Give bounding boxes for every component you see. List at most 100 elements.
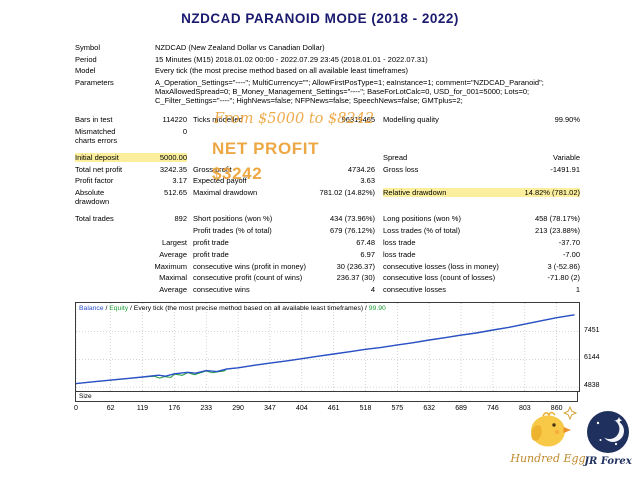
stat-cell: Spread bbox=[383, 152, 408, 162]
jr-forex-logo-icon bbox=[587, 411, 629, 453]
watermark-net-profit-label: NET PROFIT bbox=[212, 139, 320, 158]
stat-cell: 458 (78.17%) bbox=[534, 214, 580, 224]
report-stats-table: Bars in test 114220 Ticks modelled 96319465… bbox=[75, 115, 580, 297]
legend-equity: Equity bbox=[109, 305, 129, 312]
stat-cell: 96319465 bbox=[341, 115, 375, 124]
x-tick-label: 233 bbox=[200, 405, 213, 412]
stat-row: Total net profit 3242.35 Gross profit 4734.… bbox=[75, 165, 580, 174]
stat-cell: consecutive loss (count of losses) bbox=[383, 273, 496, 283]
stat-cell: Maximal drawdown bbox=[193, 188, 258, 198]
chart-y-axis-labels: 7451 6144 4838 bbox=[584, 302, 626, 392]
chart-plot-area bbox=[76, 303, 579, 391]
y-tick-label: 7451 bbox=[584, 326, 600, 334]
stat-cell: 4 bbox=[370, 285, 375, 295]
stat-cell: profit trade bbox=[193, 237, 229, 247]
stat-cell: Modelling quality bbox=[383, 115, 439, 124]
stat-cell: Long positions (won %) bbox=[383, 214, 461, 224]
info-row: Parameters A_Operation_Settings="----"; M… bbox=[75, 78, 580, 105]
stat-cell: 3242.35 bbox=[159, 164, 187, 174]
stat-cell: Profit factor bbox=[75, 176, 114, 186]
stat-cell: Loss trades (% of total) bbox=[383, 225, 461, 235]
stat-cell: 114220 bbox=[162, 115, 187, 124]
report-info-table: Symbol NZDCAD (New Zealand Dollar vs Cana… bbox=[75, 43, 580, 107]
x-tick-label: 575 bbox=[391, 405, 404, 412]
stat-row: Maximal consecutive profit (count of wins… bbox=[75, 273, 580, 282]
stat-cell: Absolute drawdown bbox=[75, 188, 110, 207]
watermark-net-profit-amount: $3242 bbox=[212, 164, 263, 183]
x-tick-label: 404 bbox=[295, 405, 308, 412]
stat-row: Profit trades (% of total) 679 (76.12%) Lo… bbox=[75, 226, 580, 235]
stat-cell: 679 (76.12%) bbox=[329, 225, 375, 235]
stat-cell: 213 (23.88%) bbox=[534, 225, 580, 235]
chart-x-axis-labels: 0 62 119 176 233 290 347 404 461 518 575 632 689 746 8… bbox=[74, 405, 579, 415]
stat-cell: Ticks modelled bbox=[193, 115, 243, 124]
x-tick-label: 803 bbox=[518, 405, 531, 412]
stat-cell: 892 bbox=[174, 214, 187, 224]
info-value: A_Operation_Settings="----"; MultiCurren… bbox=[155, 77, 544, 105]
stat-cell: loss trade bbox=[383, 249, 416, 259]
legend-separator: / bbox=[103, 305, 110, 312]
stat-cell: Total trades bbox=[75, 214, 114, 224]
stat-row: Mismatched charts errors 0 bbox=[75, 127, 580, 145]
hundred-egg-logo-text: Hundred Egg bbox=[510, 452, 586, 465]
info-value: Every tick (the most precise method base… bbox=[155, 66, 409, 75]
stat-cell: Total net profit bbox=[75, 164, 123, 174]
stat-cell: 236.37 (30) bbox=[336, 273, 375, 283]
x-tick-label: 290 bbox=[232, 405, 244, 412]
stat-cell: Mismatched charts errors bbox=[75, 126, 118, 145]
stat-cell: consecutive losses (loss in money) bbox=[383, 261, 499, 271]
stat-cell: loss trade bbox=[383, 237, 416, 247]
info-value: NZDCAD (New Zealand Dollar vs Canadian D… bbox=[155, 43, 325, 52]
x-tick-label: 461 bbox=[327, 405, 340, 412]
stat-cell: Short positions (won %) bbox=[193, 214, 273, 224]
legend-model: Every tick (the most precise method base… bbox=[133, 305, 364, 312]
stat-cell: Variable bbox=[553, 152, 580, 162]
stat-cell: 99.90% bbox=[554, 115, 580, 124]
stat-cell: 4734.26 bbox=[347, 164, 375, 174]
stat-cell: consecutive profit (count of wins) bbox=[193, 273, 303, 283]
stat-cell: 6.97 bbox=[360, 249, 375, 259]
stat-row: Initial deposit 5000.00 Spread Variable bbox=[75, 152, 580, 162]
stat-cell: 781.02 (14.82%) bbox=[319, 188, 375, 198]
stat-cell: 3.17 bbox=[172, 176, 187, 186]
x-tick-label: 632 bbox=[423, 405, 436, 412]
stat-cell: Maximal bbox=[159, 273, 187, 283]
x-tick-label: 746 bbox=[487, 405, 499, 412]
stat-cell: profit trade bbox=[193, 249, 229, 259]
jr-forex-logo-text: JR Forex bbox=[584, 456, 632, 467]
y-tick-label: 4838 bbox=[584, 382, 600, 389]
stat-row: Average profit trade 6.97 loss trade -7.00 bbox=[75, 250, 580, 259]
info-row: Model Every tick (the most precise method… bbox=[75, 66, 580, 75]
legend-separator: / bbox=[363, 305, 369, 312]
stat-cell: Expected payoff bbox=[193, 176, 247, 186]
stat-cell: -7.00 bbox=[562, 249, 580, 259]
stat-cell: 3 (-52.86) bbox=[547, 261, 580, 271]
stat-cell: 3.63 bbox=[360, 176, 375, 186]
legend-quality: 99.90 bbox=[368, 305, 386, 312]
hundred-egg-logo-icon bbox=[531, 406, 578, 447]
info-label: Model bbox=[75, 66, 96, 75]
stat-cell: Gross profit bbox=[193, 164, 232, 174]
stat-cell: consecutive wins (profit in money) bbox=[193, 261, 306, 271]
x-tick-label: 689 bbox=[455, 405, 467, 412]
equity-line bbox=[76, 314, 575, 385]
stat-cell: Initial deposit bbox=[75, 152, 137, 162]
stat-cell: 434 (73.96%) bbox=[329, 214, 375, 224]
info-row: Period 15 Minutes (M15) 2018.01.02 00:00 … bbox=[75, 55, 580, 64]
stat-cell: consecutive wins bbox=[193, 285, 250, 295]
stat-cell: -37.70 bbox=[558, 237, 580, 247]
balance-line bbox=[76, 314, 575, 385]
stat-cell: Average bbox=[159, 249, 187, 259]
size-label: Size bbox=[79, 393, 92, 400]
info-label: Parameters bbox=[75, 77, 114, 87]
x-tick-label: 0 bbox=[74, 405, 78, 412]
stat-cell: 0 bbox=[182, 126, 187, 136]
stat-cell: Maximum bbox=[154, 261, 187, 271]
stat-row: Absolute drawdown 512.65 Maximal drawdown 7… bbox=[75, 188, 580, 206]
x-tick-label: 62 bbox=[106, 405, 115, 412]
stat-row: Total trades 892 Short positions (won %) 43… bbox=[75, 214, 580, 223]
stat-cell: -1491.91 bbox=[550, 164, 580, 174]
stat-cell: Profit trades (% of total) bbox=[193, 225, 272, 235]
stat-cell: 30 (236.37) bbox=[336, 261, 375, 271]
